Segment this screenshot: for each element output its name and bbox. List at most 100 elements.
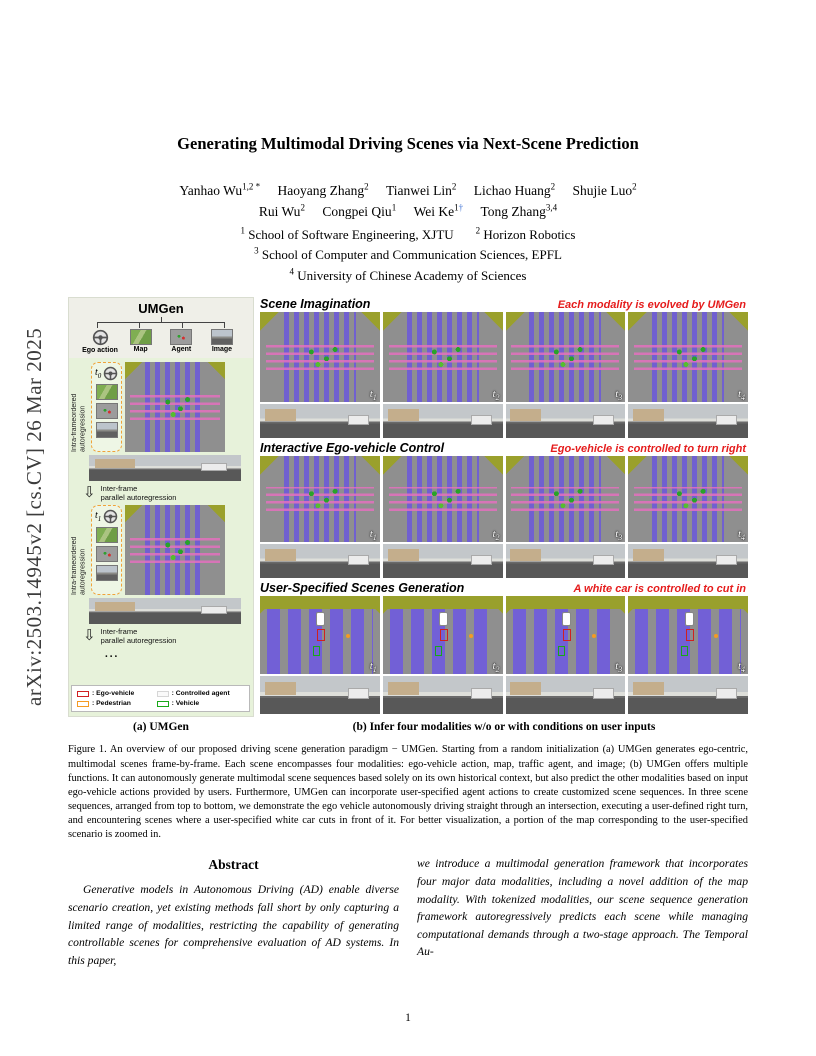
- frame-t0-block: Intra-frameordered autoregression t0: [71, 362, 250, 453]
- controlled-agent-swatch: [156, 690, 169, 697]
- figure-panel-a: UMGen Ego action Map: [68, 297, 254, 718]
- ego-vehicle-marker: [562, 629, 571, 642]
- agent-thumbnail: [95, 546, 118, 563]
- ego-vehicle-swatch: [77, 690, 89, 697]
- time-label: t2: [492, 660, 500, 675]
- image-thumbnail: [210, 329, 233, 346]
- figure-subcaptions: (a) UMGen (b) Infer four modalities w/o …: [68, 721, 748, 733]
- time-label: t4: [737, 660, 745, 675]
- affiliation-line: 4 University of Chinese Academy of Scien…: [68, 265, 748, 285]
- modality-map: Map: [121, 329, 161, 354]
- time-label: t1: [369, 388, 377, 403]
- intra-frame-box: t1: [91, 505, 123, 596]
- corresponding-author-mark: †: [458, 202, 464, 213]
- camera-frame: [260, 676, 380, 715]
- subcaption-b: (b) Infer four modalities w/o or with co…: [352, 721, 656, 734]
- controlled-agent-marker: [684, 611, 694, 626]
- ego-vehicle-marker: [317, 629, 326, 642]
- intra-frame-label: Intra-frameordered autoregression: [71, 393, 87, 453]
- camera-frame: [382, 544, 503, 579]
- controlled-agent-marker: [561, 611, 571, 626]
- legend-controlled-agent: : Controlled agent: [156, 690, 244, 697]
- author-name: Tianwei Lin2: [385, 181, 457, 198]
- author-name: Congpei Qiu1: [322, 202, 397, 219]
- time-label: t1: [369, 528, 377, 543]
- intra-frame-box: t0: [91, 362, 123, 453]
- camera-frame: [628, 404, 748, 439]
- ellipsis: ...: [105, 648, 120, 661]
- figure-panel-b: Scene Imagination Each modality is evolv…: [260, 297, 748, 717]
- figure-1: UMGen Ego action Map: [68, 297, 748, 718]
- inter-frame-label: Inter-frame parallel autoregression: [100, 484, 177, 503]
- tree-stubs: [97, 323, 225, 329]
- page-number: 1: [405, 1012, 411, 1024]
- tree-stem: [160, 317, 162, 323]
- abstract-heading: Abstract: [208, 857, 259, 873]
- map-thumbnail: [95, 384, 118, 401]
- affiliation-line: 1 School of Software Engineering, XJTU 2 …: [68, 225, 748, 245]
- inter-frame-label: Inter-frame parallel autoregression: [100, 627, 177, 646]
- author-name: Rui Wu2: [258, 202, 305, 219]
- umgen-header: UMGen Ego action Map: [69, 298, 253, 359]
- legend-vehicle: : Vehicle: [156, 700, 244, 707]
- tree-line: [97, 322, 225, 324]
- image-thumbnail: [95, 565, 118, 582]
- section-ego-control: Interactive Ego-vehicle Control Ego-vehi…: [260, 441, 748, 579]
- body-text-right: we introduce a multimodal generation fra…: [417, 857, 748, 959]
- modality-agent: Agent: [161, 329, 201, 354]
- time-label: t3: [615, 388, 623, 403]
- map-frame: t1: [260, 596, 380, 675]
- pedestrian-swatch: [77, 700, 89, 707]
- legend-pedestrian: : Pedestrian: [77, 700, 149, 707]
- pedestrian-marker: [591, 633, 596, 638]
- frame-t1-block: Intra-frameordered autoregression t1: [71, 505, 250, 596]
- modality-ego-action: Ego action: [80, 329, 120, 354]
- time-label: t2: [492, 388, 500, 403]
- abstract-text: Generative models in Autonomous Driving …: [68, 883, 399, 967]
- map-frame: t4: [628, 312, 748, 403]
- legend-ego-vehicle: : Ego-vehicle: [77, 690, 149, 697]
- author-name: Lichao Huang2: [473, 181, 556, 198]
- camera-frame: [382, 404, 503, 439]
- camera-frame: [505, 404, 626, 439]
- map-thumbnail: [95, 527, 118, 544]
- inter-frame-step: ⇩ Inter-frame parallel autoregression: [83, 627, 250, 645]
- page-content: Generating Multimodal Driving Scenes via…: [68, 0, 748, 969]
- camera-frame: [382, 676, 503, 715]
- section-note: Each modality is evolved by UMGen: [557, 299, 746, 312]
- map-frame: t3: [505, 312, 626, 403]
- generated-image: [89, 455, 241, 482]
- affiliation: 4 University of Chinese Academy of Scien…: [289, 266, 527, 283]
- map-frame: t3: [505, 596, 626, 675]
- time-label: t3: [615, 528, 623, 543]
- camera-frame: [628, 676, 748, 715]
- steering-wheel-icon: [103, 366, 118, 381]
- vehicle-swatch: [156, 700, 169, 707]
- author-name: Shujie Luo2: [572, 181, 637, 198]
- authors-line-1: Yanhao Wu1,2 * Haoyang Zhang2 Tianwei Li…: [68, 180, 748, 201]
- down-arrow-icon: ⇩: [83, 627, 96, 644]
- author-name: Tong Zhang3,4: [480, 202, 558, 219]
- ego-vehicle-marker: [685, 629, 694, 642]
- pedestrian-marker: [468, 633, 473, 638]
- down-arrow-icon: ⇩: [83, 484, 96, 501]
- section-heading: Interactive Ego-vehicle Control: [260, 441, 445, 456]
- generated-map: [125, 505, 226, 596]
- camera-frame: [505, 544, 626, 579]
- affiliation: 1 School of Software Engineering, XJTU: [240, 225, 454, 243]
- section-note: A white car is controlled to cut in: [573, 583, 746, 596]
- affiliations: 1 School of Software Engineering, XJTU 2 …: [68, 225, 748, 286]
- vehicle-marker: [558, 646, 566, 657]
- section-heading: Scene Imagination: [260, 297, 371, 312]
- map-frame: t2: [382, 596, 503, 675]
- figure-legend: : Ego-vehicle : Controlled agent : Pedes…: [71, 685, 250, 713]
- map-frame: t1: [260, 312, 380, 403]
- vehicle-marker: [680, 646, 688, 657]
- arxiv-stamp: arXiv:2503.14945v2 [cs.CV] 26 Mar 2025: [22, 327, 46, 706]
- camera-frame: [505, 676, 626, 715]
- modality-image: Image: [202, 329, 242, 354]
- pedestrian-marker: [714, 633, 719, 638]
- intra-frame-label: Intra-frameordered autoregression: [71, 536, 87, 596]
- map-frame: t4: [628, 456, 748, 543]
- two-column-body: Abstract Generative models in Autonomous…: [68, 855, 748, 969]
